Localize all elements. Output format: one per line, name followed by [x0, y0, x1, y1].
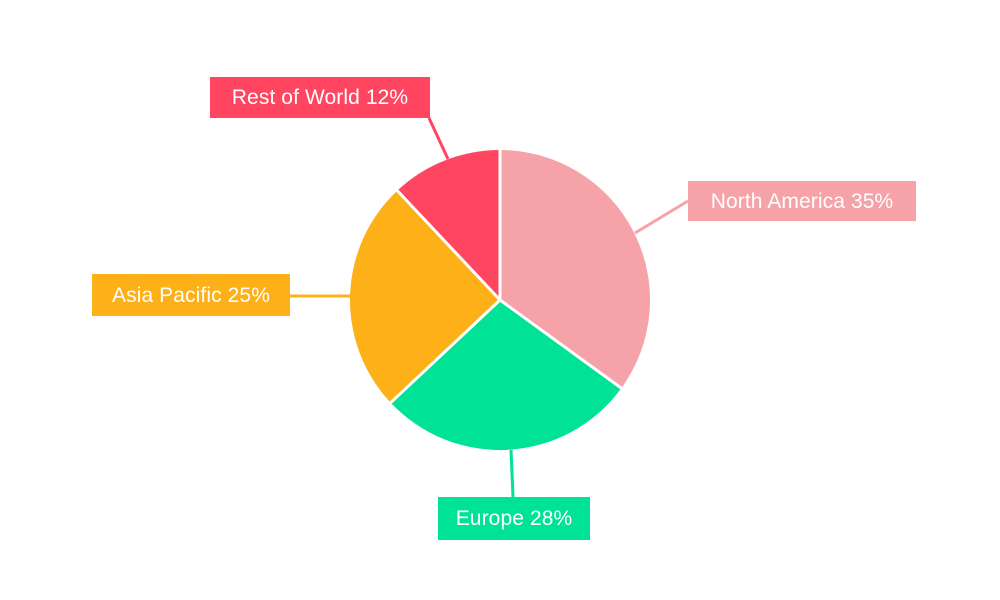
pie-label-europe-text: Europe 28% [455, 507, 573, 530]
leader-line-north-america [634, 199, 689, 235]
pie-label-asia-pacific[interactable]: Asia Pacific 25% [92, 274, 290, 316]
pie-label-rest-of-world[interactable]: Rest of World 12% [210, 77, 430, 118]
pie-label-asia-pacific-text: Asia Pacific 25% [111, 283, 270, 307]
pie-slice-asia-pacific[interactable] [349, 190, 500, 403]
slice-separator-1 [499, 298, 623, 390]
pie-slice-separators-group [389, 150, 623, 404]
leader-line-europe [509, 449, 515, 498]
leader-line-rest-of-world [427, 117, 450, 160]
pie-slice-rest-of-world[interactable] [397, 150, 500, 300]
slice-separator-2 [389, 298, 502, 404]
pie-label-europe[interactable]: Europe 28% [438, 497, 590, 540]
pie-label-rest-of-world-text: Rest of World 12% [231, 86, 409, 109]
pie-slice-north-america[interactable] [500, 150, 650, 389]
pie-slices-group [349, 150, 650, 451]
leader-lines-group [290, 117, 689, 498]
pie-label-north-america-text: North America 35% [710, 189, 894, 213]
pie-label-north-america[interactable]: North America 35% [688, 181, 916, 221]
slice-separator-3 [396, 189, 502, 302]
pie-slice-europe[interactable] [390, 300, 622, 451]
